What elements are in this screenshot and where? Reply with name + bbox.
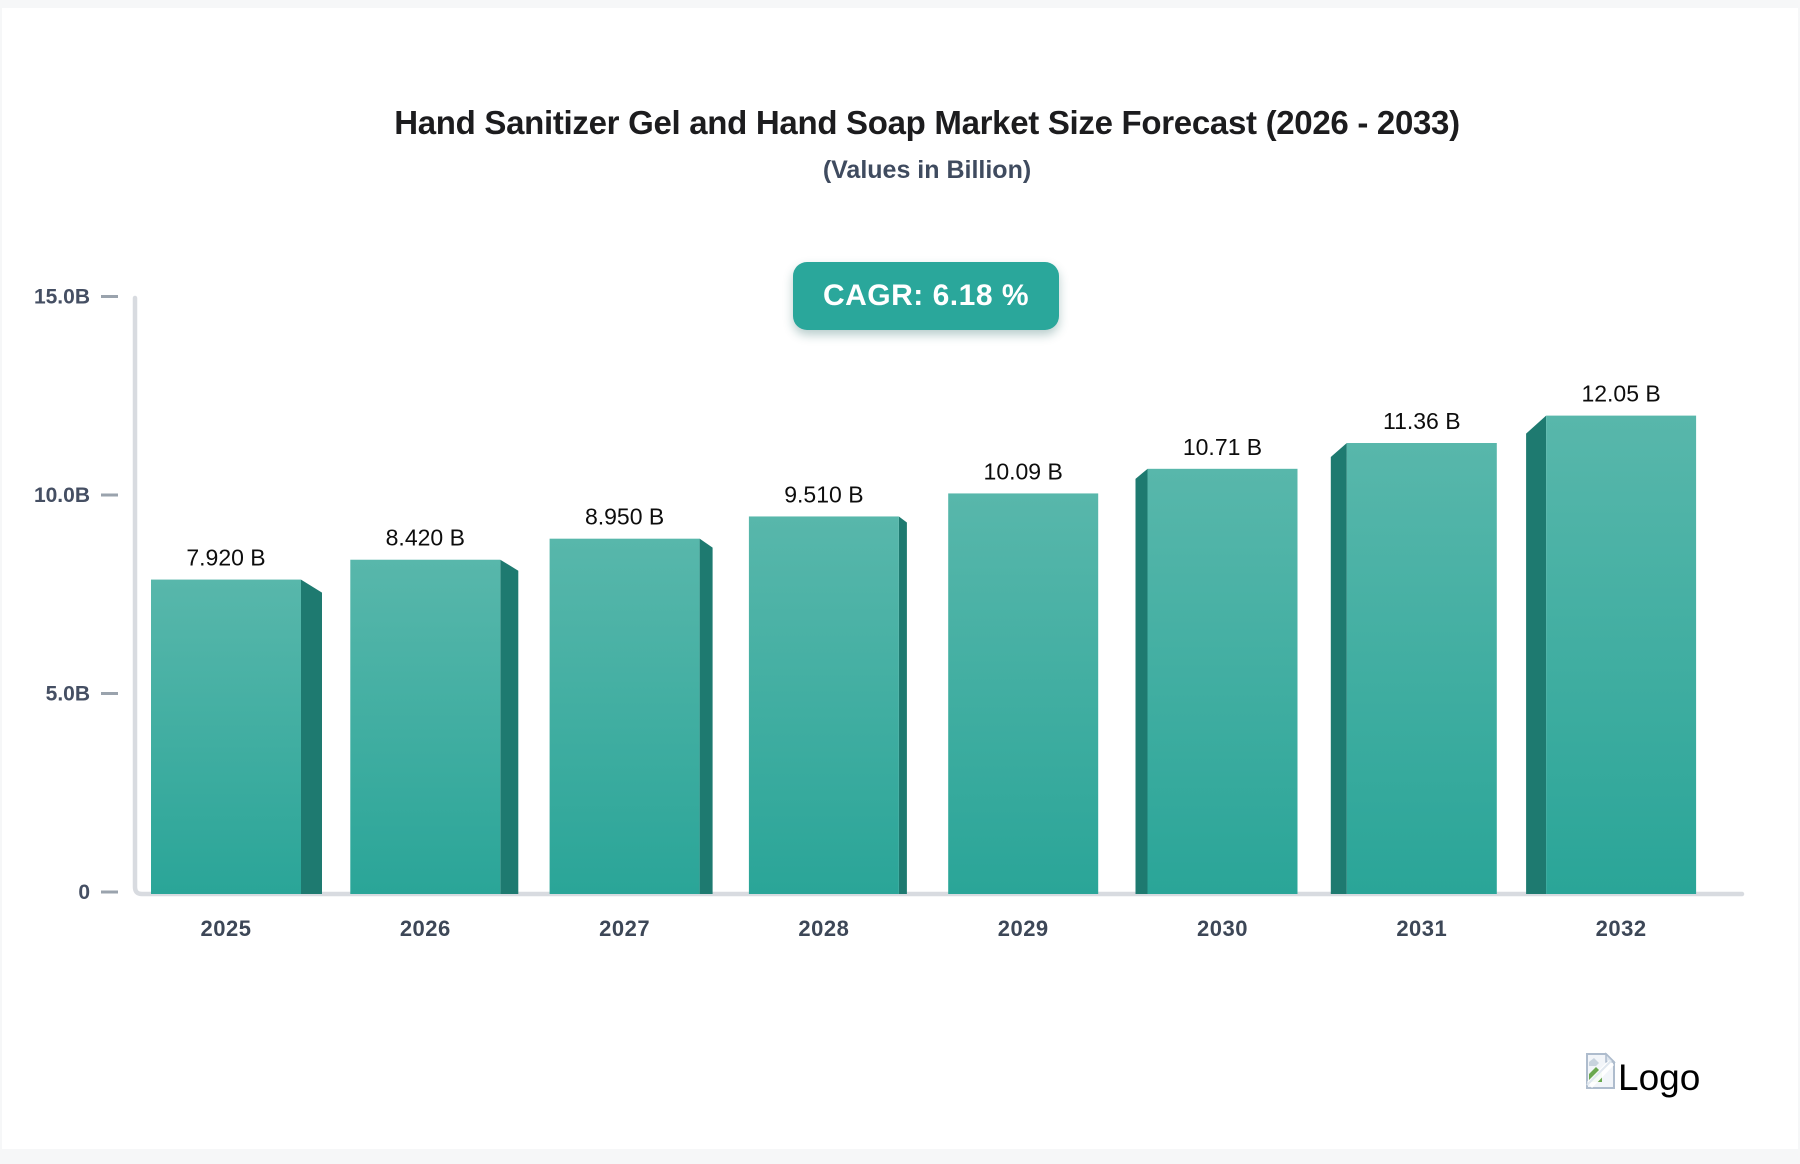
value-label-2031: 11.36 B bbox=[1383, 408, 1461, 434]
x-axis-label-2027: 2027 bbox=[599, 916, 650, 941]
bar-2032 bbox=[1546, 415, 1697, 894]
x-axis-label-2031: 2031 bbox=[1396, 916, 1447, 941]
value-label-2029: 10.09 B bbox=[984, 458, 1063, 484]
bar-side-2032 bbox=[1526, 415, 1547, 894]
bar-chart: 15.0B 10.0B 5.0B 0 7.920 B 2025 8.420 B 2026 8.9… bbox=[34, 286, 1745, 941]
bar-2030 bbox=[1147, 468, 1298, 894]
bar-side-2026 bbox=[500, 559, 519, 894]
x-axis-label-2025: 2025 bbox=[201, 916, 252, 941]
bar-2025 bbox=[151, 579, 301, 894]
bar-2026 bbox=[350, 559, 501, 894]
value-label-2025: 7.920 B bbox=[186, 545, 265, 571]
x-axis-label-2029: 2029 bbox=[998, 916, 1049, 941]
bar-side-2027 bbox=[699, 538, 713, 894]
value-label-2026: 8.420 B bbox=[386, 525, 465, 551]
value-label-2027: 8.950 B bbox=[585, 504, 664, 530]
bar-side-2031 bbox=[1330, 443, 1347, 894]
x-axis-label-2028: 2028 bbox=[798, 916, 849, 941]
cagr-badge: CAGR: 6.18 % bbox=[793, 262, 1059, 330]
chart-card: Hand Sanitizer Gel and Hand Soap Market … bbox=[2, 8, 1798, 1149]
y-axis-label-10.0B: 10.0B bbox=[34, 484, 90, 507]
cagr-badge-label: CAGR: 6.18 % bbox=[822, 279, 1030, 312]
value-label-2028: 9.510 B bbox=[784, 481, 863, 507]
bar-2028 bbox=[748, 516, 899, 894]
value-label-2030: 10.71 B bbox=[1183, 434, 1262, 460]
logo-alt-text: Logo bbox=[1618, 1057, 1701, 1098]
logo: Logo bbox=[1585, 1048, 1701, 1098]
y-axis-label-5.0B: 5.0B bbox=[46, 683, 90, 706]
bar-2027 bbox=[549, 538, 700, 894]
y-axis-label-0: 0 bbox=[78, 881, 90, 904]
x-axis-label-2026: 2026 bbox=[400, 916, 451, 941]
y-axis-label-15.0B: 15.0B bbox=[34, 286, 90, 309]
bar-2031 bbox=[1346, 443, 1497, 894]
chart-title: Hand Sanitizer Gel and Hand Soap Market … bbox=[394, 104, 1460, 141]
x-axis-label-2030: 2030 bbox=[1197, 916, 1248, 941]
broken-image-icon bbox=[1586, 1052, 1616, 1089]
bar-side-2025 bbox=[301, 579, 322, 894]
axis-lines bbox=[132, 295, 1745, 897]
chart-subtitle: (Values in Billion) bbox=[822, 156, 1032, 184]
bar-side-2030 bbox=[1135, 468, 1148, 894]
value-label-2032: 12.05 B bbox=[1581, 381, 1660, 407]
bar-side-2028 bbox=[898, 516, 907, 894]
bar-2029 bbox=[948, 493, 1099, 894]
x-axis-label-2032: 2032 bbox=[1596, 916, 1647, 941]
